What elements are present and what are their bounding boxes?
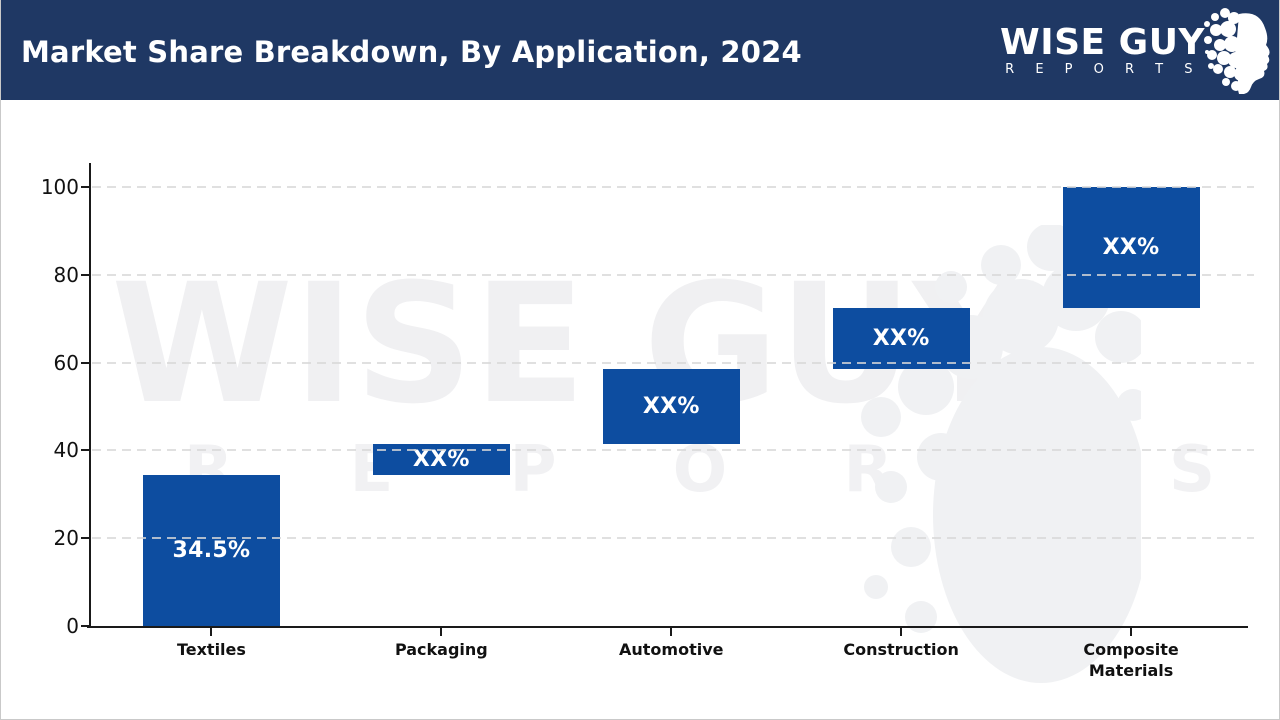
x-axis-tick bbox=[210, 628, 213, 636]
x-axis-tick bbox=[1130, 628, 1133, 636]
y-tick-label: 80 bbox=[53, 262, 79, 287]
waterfall-bar-automotive: XX% bbox=[602, 369, 740, 444]
y-axis-tick bbox=[81, 625, 89, 627]
x-category-label: Automotive bbox=[619, 640, 724, 659]
logo-wordmark: WISE GUY bbox=[999, 22, 1205, 63]
logo-head-icon bbox=[1204, 8, 1270, 94]
x-axis-line bbox=[87, 626, 1248, 628]
gridline bbox=[92, 186, 1254, 188]
y-axis-tick bbox=[81, 186, 89, 188]
page-title: Market Share Breakdown, By Application, … bbox=[21, 35, 802, 69]
waterfall-bar-construction: XX% bbox=[832, 307, 970, 370]
logo-subtitle: R E P O R T S bbox=[1005, 62, 1201, 77]
y-tick-label: 40 bbox=[53, 438, 79, 463]
bar-value-label: XX% bbox=[872, 325, 930, 351]
y-tick-label: 60 bbox=[53, 350, 79, 375]
y-tick-label: 0 bbox=[66, 614, 79, 638]
y-axis-tick bbox=[81, 361, 89, 364]
waterfall-bar-composite-materials: XX% bbox=[1062, 187, 1200, 308]
bar-value-label: XX% bbox=[1102, 234, 1160, 260]
gridline bbox=[92, 273, 1254, 276]
bar-value-label: 34.5% bbox=[172, 537, 251, 563]
y-axis-tick bbox=[81, 537, 89, 540]
waterfall-bar-textiles: 34.5% bbox=[142, 474, 280, 626]
bar-value-label: XX% bbox=[642, 393, 700, 419]
x-category-label: Construction bbox=[843, 640, 959, 659]
gridline bbox=[92, 449, 1254, 452]
y-axis-tick bbox=[81, 273, 89, 276]
gridline bbox=[92, 361, 1254, 364]
x-category-label: Composite Materials bbox=[1083, 640, 1179, 680]
x-category-label: Packaging bbox=[394, 640, 488, 659]
waterfall-bar-packaging: XX% bbox=[372, 443, 510, 475]
gridline bbox=[92, 537, 1254, 540]
y-tick-label: 100 bbox=[40, 175, 79, 199]
x-axis-tick bbox=[900, 628, 903, 636]
y-axis-tick bbox=[81, 449, 89, 452]
x-category-label: Textiles bbox=[176, 640, 246, 659]
x-axis-tick bbox=[440, 628, 443, 636]
y-tick-label: 20 bbox=[53, 526, 79, 551]
x-axis-tick bbox=[670, 628, 673, 636]
wiseguy-logo: WISE GUY R E P O R T S bbox=[1000, 0, 1273, 100]
header-bar: Market Share Breakdown, By Application, … bbox=[1, 0, 1279, 100]
y-axis-line bbox=[89, 163, 91, 628]
